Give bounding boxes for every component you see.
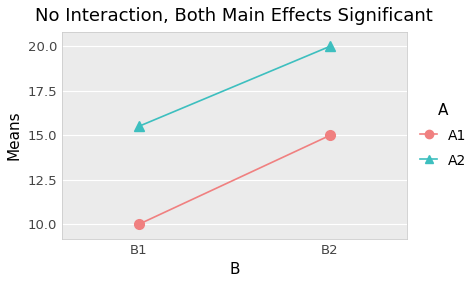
Line: A2: A2 bbox=[134, 41, 335, 131]
X-axis label: B: B bbox=[229, 262, 239, 277]
Legend: A1, A2: A1, A2 bbox=[420, 103, 466, 168]
A2 bbox=[327, 45, 333, 48]
Y-axis label: Means: Means bbox=[7, 110, 22, 160]
A2 bbox=[136, 125, 141, 128]
Title: No Interaction, Both Main Effects Significant: No Interaction, Both Main Effects Signif… bbox=[36, 7, 433, 25]
A1 bbox=[136, 223, 141, 226]
A1 bbox=[327, 134, 333, 137]
Line: A1: A1 bbox=[134, 130, 335, 229]
